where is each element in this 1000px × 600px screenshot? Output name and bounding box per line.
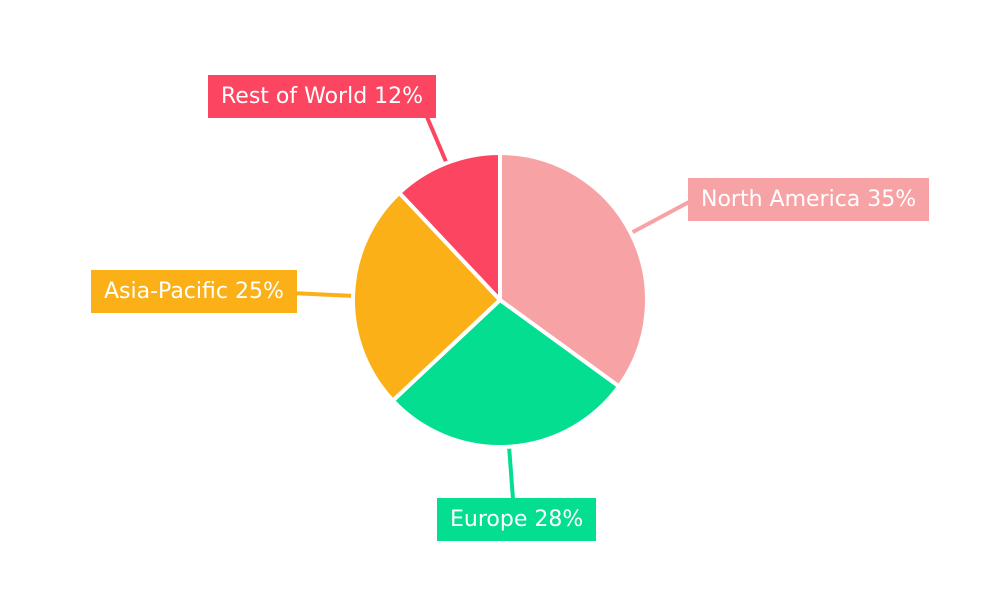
pie-slice-europe [390,298,621,450]
leader-line-europe [507,445,515,500]
pie-slice-asia-pacific [350,190,502,403]
pie-slice-north-america [498,151,649,389]
leader-line-rest-of-world [425,116,449,165]
leader-line-asia-pacific [289,291,356,298]
pie-callout-rest-of-world: Rest of World 12% [208,75,437,118]
pie-slice-rest-of-world [397,151,502,302]
leader-line-north-america [630,200,690,235]
pie-callout-asia-pacific: Asia-Pacific 25% [91,270,297,313]
pie-callout-europe: Europe 28% [437,498,597,541]
pie-callout-north-america: North America 35% [688,178,930,221]
